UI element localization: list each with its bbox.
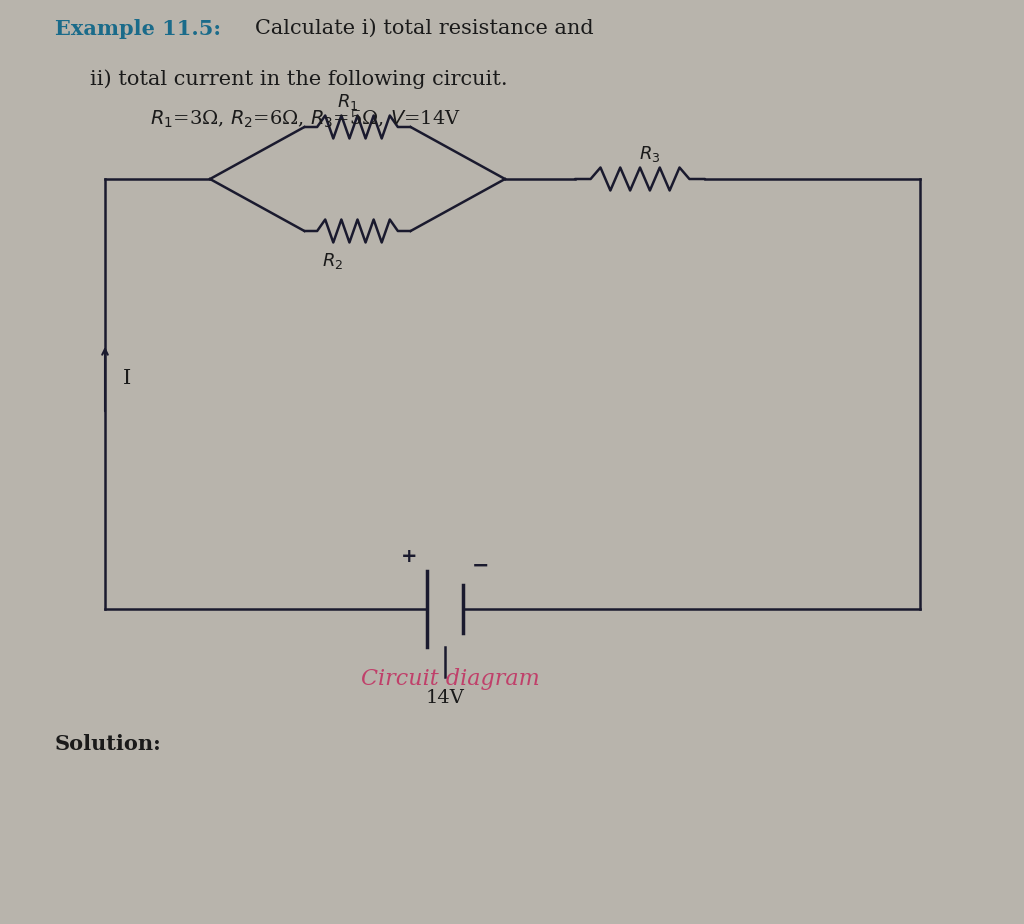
Text: −: − bbox=[472, 556, 489, 576]
Text: Solution:: Solution: bbox=[55, 734, 162, 754]
Text: ii) total current in the following circuit.: ii) total current in the following circu… bbox=[90, 69, 508, 89]
Text: +: + bbox=[400, 547, 417, 566]
Text: Example 11.5:: Example 11.5: bbox=[55, 19, 221, 39]
Text: 14V: 14V bbox=[426, 689, 465, 707]
Text: Circuit diagram: Circuit diagram bbox=[360, 668, 540, 690]
Text: I: I bbox=[123, 370, 131, 388]
Text: $R_3$: $R_3$ bbox=[639, 144, 660, 164]
Text: $R_1$: $R_1$ bbox=[337, 92, 358, 112]
Text: Calculate i) total resistance and: Calculate i) total resistance and bbox=[255, 19, 594, 38]
Text: $R_2$: $R_2$ bbox=[322, 251, 343, 271]
Text: $R_1$=3Ω, $R_2$=6Ω, $R_3$=5Ω, $V$=14V: $R_1$=3Ω, $R_2$=6Ω, $R_3$=5Ω, $V$=14V bbox=[150, 108, 461, 129]
